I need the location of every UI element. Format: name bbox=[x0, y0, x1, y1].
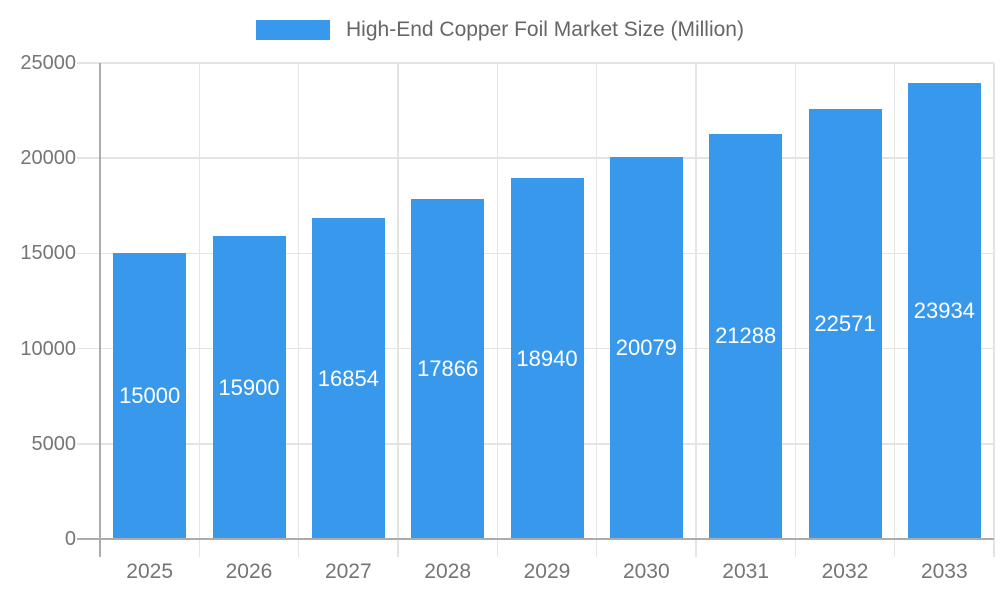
bar-2030[interactable]: 20079 bbox=[609, 156, 683, 539]
bar-2032[interactable]: 22571 bbox=[808, 109, 882, 539]
y-axis-tick bbox=[77, 62, 100, 64]
x-axis-label-2029: 2029 bbox=[523, 560, 571, 583]
bar-value-label: 17866 bbox=[417, 355, 479, 381]
legend-item[interactable]: High-End Copper Foil Market Size (Millio… bbox=[256, 18, 744, 42]
legend: High-End Copper Foil Market Size (Millio… bbox=[0, 18, 1000, 42]
y-axis-label: 20000 bbox=[20, 147, 76, 170]
gridline-horizontal bbox=[100, 157, 994, 159]
x-axis-line bbox=[77, 538, 994, 540]
bar-2027[interactable]: 16854 bbox=[311, 218, 385, 539]
gridline-vertical bbox=[794, 63, 797, 557]
bar-value-label: 23934 bbox=[913, 298, 975, 324]
gridline-vertical bbox=[993, 63, 995, 557]
y-axis-tick bbox=[77, 157, 100, 159]
bar-value-label: 15000 bbox=[119, 383, 181, 409]
bar-2033[interactable]: 23934 bbox=[907, 83, 981, 539]
y-axis-label: 5000 bbox=[31, 432, 77, 455]
y-axis-label: 25000 bbox=[20, 52, 76, 74]
x-axis-label-2027: 2027 bbox=[324, 560, 372, 583]
legend-label: High-End Copper Foil Market Size (Millio… bbox=[346, 18, 744, 41]
bar-value-label: 20079 bbox=[615, 334, 677, 360]
x-axis-label-2028: 2028 bbox=[424, 560, 472, 583]
gridline-vertical bbox=[198, 63, 201, 557]
x-axis-label-2025: 2025 bbox=[126, 560, 174, 583]
gridline-vertical bbox=[595, 63, 598, 557]
gridline-vertical bbox=[496, 63, 499, 557]
gridline-vertical bbox=[397, 63, 399, 557]
y-axis-label: 10000 bbox=[20, 337, 76, 360]
bar-2029[interactable]: 18940 bbox=[510, 178, 584, 539]
bar-2028[interactable]: 17866 bbox=[411, 198, 485, 539]
gridline-vertical bbox=[893, 63, 896, 557]
bar-2031[interactable]: 21288 bbox=[709, 133, 783, 539]
y-axis-tick bbox=[77, 443, 100, 445]
gridline-vertical bbox=[297, 63, 300, 557]
bar-value-label: 16854 bbox=[317, 365, 379, 391]
y-axis-label: 15000 bbox=[20, 242, 76, 265]
y-axis-line bbox=[99, 63, 101, 557]
x-axis-label-2032: 2032 bbox=[821, 560, 869, 583]
legend-swatch-icon bbox=[256, 20, 331, 40]
bar-value-label: 18940 bbox=[516, 345, 578, 371]
x-axis-label-2026: 2026 bbox=[225, 560, 273, 583]
x-axis-label-2031: 2031 bbox=[722, 560, 770, 583]
bar-value-label: 15900 bbox=[218, 374, 280, 400]
x-axis-label-2033: 2033 bbox=[920, 560, 968, 583]
bar-value-label: 22571 bbox=[814, 311, 876, 337]
x-axis-label-2030: 2030 bbox=[622, 560, 670, 583]
y-axis-tick bbox=[77, 252, 100, 255]
y-axis-label: 0 bbox=[64, 528, 76, 550]
y-axis-tick bbox=[77, 347, 100, 350]
bar-2026[interactable]: 15900 bbox=[212, 236, 286, 539]
bar-2025[interactable]: 15000 bbox=[113, 253, 187, 539]
gridline-horizontal bbox=[100, 62, 994, 64]
gridline-vertical bbox=[695, 63, 697, 557]
bar-value-label: 21288 bbox=[715, 323, 777, 349]
